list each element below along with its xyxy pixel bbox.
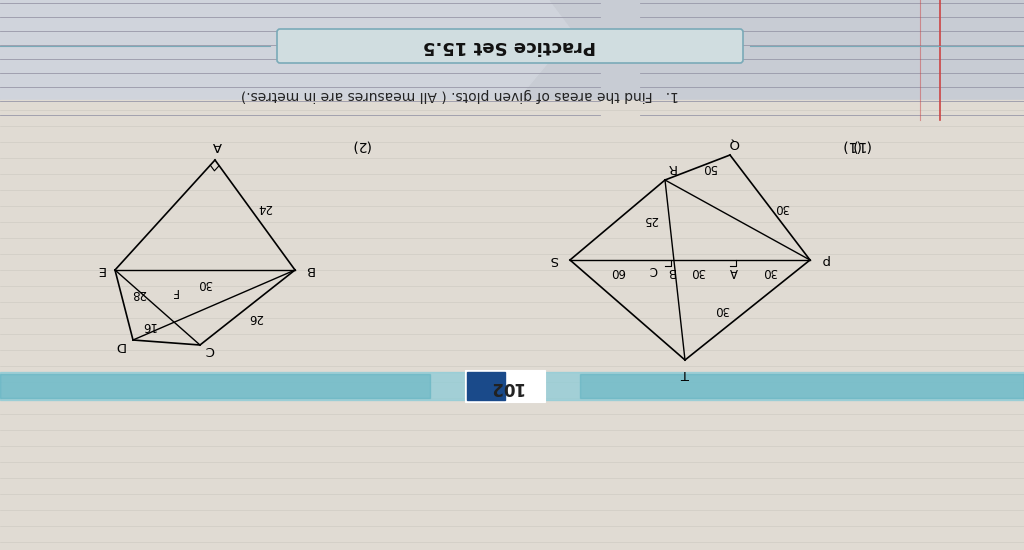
Text: 28: 28: [131, 287, 146, 300]
Polygon shape: [550, 0, 1024, 120]
Text: 60: 60: [610, 265, 625, 278]
Bar: [465, 370, 545, 402]
Text: S: S: [550, 254, 558, 267]
Text: C: C: [206, 344, 215, 356]
Text: D: D: [115, 338, 125, 351]
FancyBboxPatch shape: [278, 29, 743, 63]
Text: 30: 30: [690, 265, 705, 278]
Text: F: F: [172, 285, 178, 299]
Text: 16: 16: [140, 319, 156, 332]
Text: 30: 30: [714, 304, 729, 316]
Text: A: A: [730, 265, 738, 278]
Text: 30: 30: [774, 201, 790, 214]
Polygon shape: [0, 0, 600, 120]
Text: B: B: [667, 265, 675, 278]
Text: 25: 25: [643, 213, 658, 227]
Bar: [0, 374, 430, 398]
Text: Practice Set 15.5: Practice Set 15.5: [424, 37, 597, 55]
Text: 24: 24: [257, 201, 272, 213]
Text: 1.   Find the areas of given plots. ( All measures are in metres.): 1. Find the areas of given plots. ( All …: [241, 88, 679, 102]
Text: (1): (1): [850, 138, 869, 152]
Text: E: E: [97, 263, 105, 277]
Bar: [0, 372, 1024, 400]
Text: B: B: [304, 263, 313, 277]
Text: C: C: [649, 263, 657, 277]
Text: (1): (1): [840, 138, 860, 152]
Text: R: R: [667, 162, 676, 174]
Text: 30: 30: [198, 277, 212, 289]
Bar: [580, 374, 1024, 398]
Text: p: p: [820, 254, 828, 267]
Text: Q: Q: [729, 136, 739, 150]
Bar: [0, 100, 1024, 550]
Text: 50: 50: [702, 161, 717, 174]
Text: (2): (2): [350, 138, 370, 152]
Text: T: T: [681, 367, 689, 381]
Text: A: A: [212, 140, 221, 152]
Bar: [467, 372, 505, 400]
Text: 30: 30: [763, 265, 777, 278]
Bar: [0, 0, 1024, 120]
Text: 26: 26: [248, 311, 263, 324]
Text: 102: 102: [488, 378, 523, 396]
